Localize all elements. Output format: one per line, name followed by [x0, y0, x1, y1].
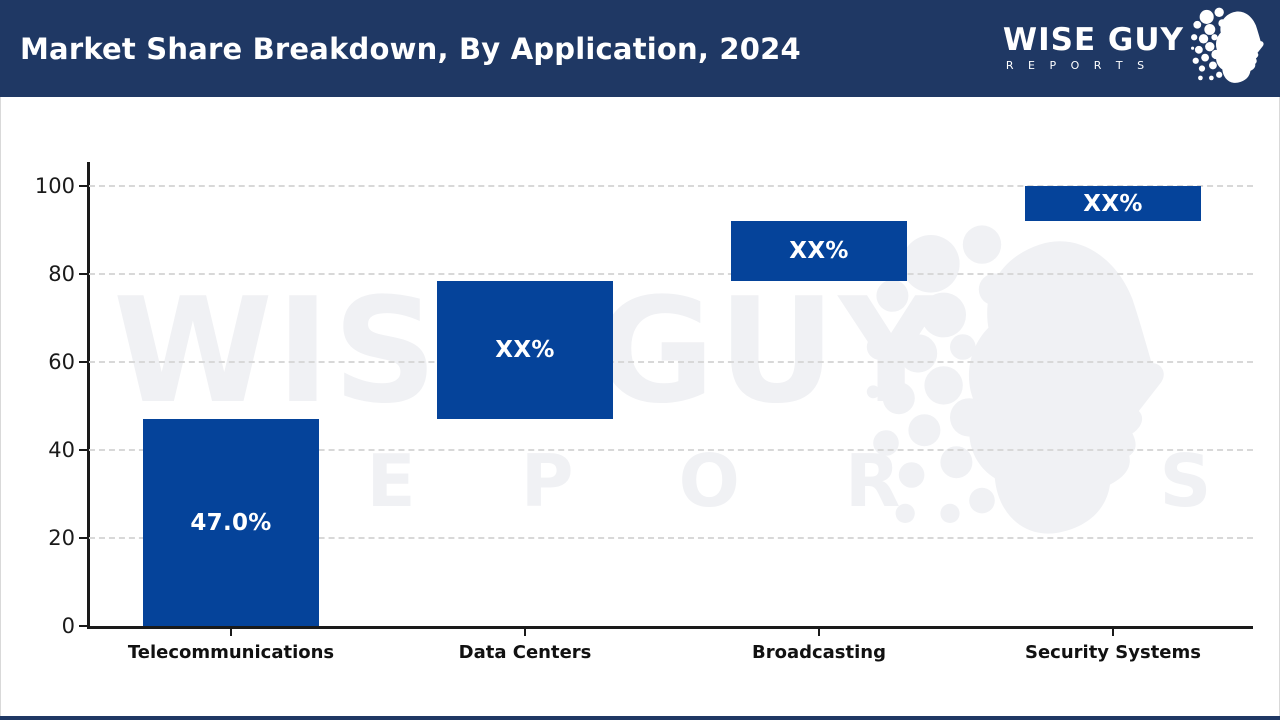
y-tick-label: 80 — [48, 262, 75, 286]
dotted-head-profile-icon — [1191, 7, 1264, 83]
plot: 0 20 40 60 80 100 47.0% XX% XX% XX% Telecommunicat… — [1, 97, 1279, 716]
y-tick-label: 0 — [61, 614, 75, 638]
x-tick-mark — [524, 628, 526, 636]
gridline — [89, 537, 1253, 539]
footer-strip — [0, 716, 1280, 720]
chart-area: WISE GUY R E P O R T S 0 20 40 60 80 100 47.0%… — [0, 97, 1280, 716]
gridline — [89, 185, 1253, 187]
gridline — [89, 361, 1253, 363]
x-axis — [87, 626, 1253, 629]
y-tick-mark — [79, 273, 88, 275]
bar-segment: XX% — [437, 281, 613, 420]
bar-value-label: 47.0% — [190, 509, 272, 536]
bar-value-label: XX% — [1083, 190, 1143, 217]
bar-value-label: XX% — [495, 337, 555, 364]
x-tick-mark — [818, 628, 820, 636]
wise-guy-reports-logo: WISE GUY R E P O R T S — [1003, 6, 1268, 92]
bar-value-label: XX% — [789, 238, 849, 265]
logo-subtitle: R E P O R T S — [1005, 59, 1150, 72]
logo-wordmark: WISE GUY — [1002, 22, 1184, 58]
y-axis — [87, 162, 90, 628]
x-category-label: Data Centers — [458, 642, 592, 663]
x-category-label: Security Systems — [1024, 642, 1201, 663]
x-tick-mark — [230, 628, 232, 636]
x-tick-mark — [1112, 628, 1114, 636]
y-tick-mark — [79, 185, 88, 187]
y-tick-label: 40 — [48, 438, 75, 462]
header-bar: Market Share Breakdown, By Application, … — [0, 0, 1280, 97]
y-tick-mark — [79, 449, 88, 451]
gridline — [89, 449, 1253, 451]
page-title: Market Share Breakdown, By Application, … — [20, 31, 801, 66]
bar-segment: XX% — [1025, 186, 1201, 222]
gridline — [89, 273, 1253, 275]
logo-text: WISE GUY R E P O R T S — [1002, 22, 1184, 73]
y-tick-mark — [79, 361, 88, 363]
bar-segment: XX% — [731, 221, 907, 282]
y-tick-mark — [79, 625, 88, 627]
x-category-label: Broadcasting — [752, 642, 886, 663]
x-category-label: Telecommunications — [127, 642, 335, 663]
y-tick-label: 60 — [48, 350, 75, 374]
y-tick-label: 100 — [34, 174, 75, 198]
y-tick-mark — [79, 537, 88, 539]
y-tick-label: 20 — [48, 526, 75, 550]
bar-segment: 47.0% — [143, 419, 319, 626]
